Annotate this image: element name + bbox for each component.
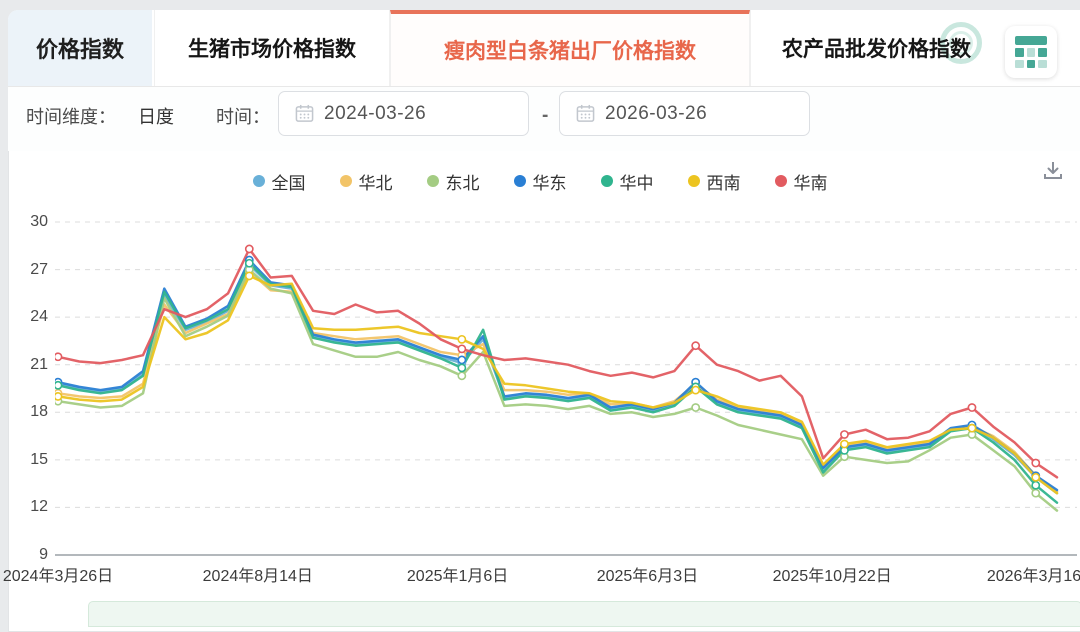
header-divider (8, 86, 1080, 87)
legend-label: 西南 (706, 173, 741, 193)
app-root: 价格指数 生猪市场价格指数 瘦肉型白条猪出厂价格指数 农产品批发价格指数 时间维… (2, 10, 1080, 632)
data-point-marker[interactable] (840, 430, 849, 439)
end-date-input[interactable]: 2026-03-26 (559, 91, 810, 136)
data-point-marker[interactable] (244, 244, 254, 254)
legend-dot-icon (513, 175, 526, 187)
end-date-value: 2026-03-26 (605, 102, 708, 124)
legend-label: 全国 (271, 173, 306, 193)
download-icon (1044, 162, 1062, 179)
series-line-华中 (56, 261, 1059, 504)
x-tick-label: 2025年10月22日 (772, 568, 892, 585)
legend-label: 华北 (358, 173, 393, 193)
data-point-marker[interactable] (1031, 480, 1041, 490)
data-point-marker[interactable] (691, 341, 701, 351)
page-title-label: 价格指数 (35, 37, 124, 62)
y-tick-label: 18 (30, 403, 48, 421)
time-dimension-label: 时间维度： (26, 107, 116, 127)
x-tick-label: 2024年8月14日 (202, 568, 313, 585)
tab-label: 农产品批发价格指数 (782, 38, 971, 61)
legend-label: 华东 (532, 173, 567, 193)
data-point-marker[interactable] (457, 334, 467, 344)
y-tick-label: 12 (30, 498, 48, 516)
series-line-华东 (56, 258, 1059, 492)
data-point-marker[interactable] (55, 392, 63, 401)
tab-label: 瘦肉型白条猪出厂价格指数 (444, 40, 696, 63)
teal-ring-badge-icon (940, 22, 982, 64)
x-tick-label: 2026年3月16日 (986, 568, 1080, 585)
legend-item-西南[interactable]: 西南 (687, 169, 741, 194)
tab-lean-pork-factory-index[interactable]: 瘦肉型白条猪出厂价格指数 (390, 10, 750, 86)
data-point-marker[interactable] (691, 385, 701, 395)
line-chart (55, 221, 1077, 556)
page-title: 价格指数 (8, 10, 152, 86)
filter-bar: 时间维度： 日度 时间： 2024-03-26 - (8, 87, 1080, 151)
legend-dot-icon (426, 175, 439, 187)
data-point-marker[interactable] (457, 344, 467, 354)
series-line-华南 (56, 247, 1059, 479)
data-point-marker[interactable] (55, 380, 63, 390)
data-point-marker[interactable] (244, 258, 254, 268)
tab-agri-wholesale-index[interactable]: 农产品批发价格指数 (750, 10, 1002, 86)
data-point-marker[interactable] (967, 403, 977, 412)
tab-label: 生猪市场价格指数 (188, 38, 356, 61)
legend-label: 华南 (793, 173, 828, 193)
datazoom-slider[interactable] (88, 601, 1080, 627)
time-range-label: 时间： (216, 107, 270, 127)
y-tick-label: 27 (30, 260, 48, 278)
start-date-value: 2024-03-26 (324, 102, 427, 124)
data-point-marker[interactable] (244, 271, 254, 281)
legend-item-东北[interactable]: 东北 (426, 169, 480, 194)
legend-item-全国[interactable]: 全国 (252, 169, 306, 194)
start-date-input[interactable]: 2024-03-26 (278, 91, 529, 136)
legend-dot-icon (339, 175, 352, 187)
data-point-marker[interactable] (1031, 488, 1041, 498)
date-range-separator: - (542, 105, 549, 126)
x-tick-label: 2025年6月3日 (596, 568, 699, 585)
tab-pig-market-index[interactable]: 生猪市场价格指数 (154, 10, 390, 86)
series-line-东北 (56, 268, 1059, 512)
calendar-icon (295, 104, 314, 122)
calendar-icon (576, 104, 595, 122)
y-tick-label: 24 (30, 308, 48, 326)
legend-item-华北[interactable]: 华北 (339, 169, 393, 194)
data-point-marker[interactable] (457, 355, 467, 365)
chart-legend: 全国 华北 东北 华东 华中 西南 华南 (140, 166, 940, 196)
legend-dot-icon (774, 175, 787, 187)
calculator-button[interactable] (1005, 26, 1057, 78)
data-point-marker[interactable] (1031, 472, 1041, 482)
legend-item-华中[interactable]: 华中 (600, 169, 654, 194)
x-tick-label: 2025年1月6日 (406, 568, 509, 585)
data-point-marker[interactable] (457, 363, 467, 373)
legend-label: 东北 (445, 173, 480, 193)
legend-item-华东[interactable]: 华东 (513, 169, 567, 194)
data-point-marker[interactable] (840, 439, 849, 449)
tab-header: 价格指数 生猪市场价格指数 瘦肉型白条猪出厂价格指数 农产品批发价格指数 (8, 10, 1080, 86)
calculator-icon (1015, 36, 1047, 68)
y-tick-label: 15 (30, 450, 48, 468)
data-point-marker[interactable] (1031, 458, 1041, 468)
legend-label: 华中 (619, 173, 654, 193)
data-point-marker[interactable] (55, 352, 63, 362)
x-tick-label: 2024年3月26日 (2, 568, 114, 585)
data-point-marker[interactable] (457, 371, 467, 381)
data-point-marker[interactable] (691, 403, 701, 412)
y-tick-label: 21 (30, 355, 48, 373)
series-line-全国 (56, 263, 1059, 495)
legend-dot-icon (687, 175, 700, 187)
legend-dot-icon (252, 175, 265, 187)
legend-item-华南[interactable]: 华南 (774, 169, 828, 194)
data-point-marker[interactable] (967, 423, 977, 433)
y-tick-label: 9 (39, 546, 48, 563)
legend-dot-icon (600, 175, 613, 187)
download-button[interactable] (1038, 156, 1068, 186)
time-dimension-value[interactable]: 日度 (138, 107, 174, 127)
series-line-西南 (56, 274, 1059, 495)
series-line-华北 (56, 269, 1059, 493)
y-tick-label: 30 (30, 213, 48, 230)
